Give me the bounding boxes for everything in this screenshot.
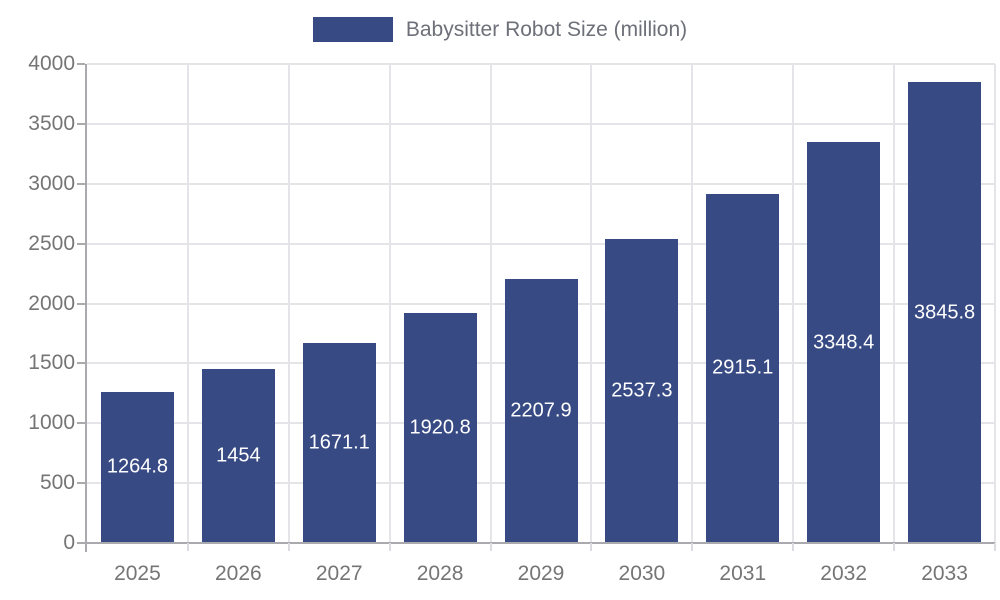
x-axis-tick xyxy=(590,543,593,551)
x-axis-tick-label: 2030 xyxy=(618,562,666,585)
v-gridline xyxy=(489,64,492,543)
x-axis-tick xyxy=(994,543,996,551)
y-axis-tick-label: 4000 xyxy=(28,52,75,75)
x-axis-tick xyxy=(388,543,391,551)
bar-2032[interactable]: 3348.4 xyxy=(807,142,881,543)
x-axis-line xyxy=(87,542,995,544)
h-gridline xyxy=(87,182,995,185)
y-axis-tick-label: 2000 xyxy=(28,291,75,315)
v-gridline xyxy=(691,64,694,543)
y-axis-tick-label: 1000 xyxy=(28,411,75,435)
bar-value-label: 1454 xyxy=(216,444,261,467)
y-axis-tick xyxy=(77,422,85,425)
h-gridline xyxy=(87,242,995,245)
y-axis-tick xyxy=(77,302,85,305)
x-axis-tick-label: 2033 xyxy=(921,562,968,585)
bar-value-label: 3845.8 xyxy=(913,301,976,324)
x-axis-tick-label: 2031 xyxy=(719,562,767,585)
bar-2031[interactable]: 2915.1 xyxy=(706,193,780,543)
bar-value-label: 1920.8 xyxy=(409,416,471,439)
plot-area: 1264.8 1454 1671.1 1920.8 2207.9 2537.3 2915.1… xyxy=(77,63,996,552)
y-axis-tick xyxy=(77,122,85,125)
v-gridline xyxy=(590,64,593,543)
x-axis-tick xyxy=(489,543,492,551)
bar-value-label: 2915.1 xyxy=(712,356,774,379)
x-axis-tick xyxy=(893,543,896,551)
bar-value-label: 2207.9 xyxy=(510,399,572,422)
bar-2033[interactable]: 3845.8 xyxy=(908,82,982,543)
bar-value-label: 3348.4 xyxy=(813,331,875,353)
bar-2025[interactable]: 1264.8 xyxy=(100,391,174,543)
y-axis-tick-label: 0 xyxy=(63,531,75,554)
h-gridline xyxy=(87,122,995,125)
bar-value-label: 1264.8 xyxy=(106,455,169,478)
x-axis-tick xyxy=(792,543,795,551)
y-axis-line xyxy=(85,64,87,552)
y-axis-tick-label: 3000 xyxy=(28,171,75,195)
x-axis-tick-label: 2027 xyxy=(315,562,363,585)
y-axis-tick xyxy=(77,482,85,485)
v-gridline xyxy=(994,64,996,543)
x-axis-tick xyxy=(691,543,694,551)
v-gridline xyxy=(893,64,896,543)
y-axis-tick xyxy=(77,242,85,245)
x-axis-tick-label: 2025 xyxy=(114,562,161,585)
v-gridline xyxy=(792,64,795,543)
v-gridline xyxy=(388,64,391,543)
x-axis-tick-label: 2028 xyxy=(416,562,464,585)
bar-2030[interactable]: 2537.3 xyxy=(605,239,679,543)
bar-value-label: 1671.1 xyxy=(308,431,370,454)
v-gridline xyxy=(287,64,290,543)
y-axis-tick-label: 500 xyxy=(39,471,75,495)
bar-2026[interactable]: 1454 xyxy=(201,368,275,543)
y-axis-tick xyxy=(77,182,85,185)
v-gridline xyxy=(186,64,189,543)
bar-2029[interactable]: 2207.9 xyxy=(504,278,578,543)
x-axis-tick xyxy=(186,543,189,551)
h-gridline xyxy=(87,63,995,65)
x-axis-tick-label: 2032 xyxy=(820,562,868,585)
legend-item[interactable]: Babysitter Robot Size (million) xyxy=(312,17,688,42)
y-axis-tick-label: 3500 xyxy=(28,111,75,135)
legend-swatch xyxy=(312,17,393,42)
legend: Babysitter Robot Size (million) xyxy=(0,17,1000,42)
x-axis-tick-label: 2029 xyxy=(517,562,565,585)
legend-label: Babysitter Robot Size (million) xyxy=(405,17,688,41)
bar-2027[interactable]: 1671.1 xyxy=(302,342,376,543)
y-axis-tick-label: 2500 xyxy=(28,231,75,255)
y-axis-tick xyxy=(77,362,85,365)
bar-value-label: 2537.3 xyxy=(611,379,673,402)
y-axis-tick xyxy=(77,542,85,544)
x-axis-tick xyxy=(287,543,290,551)
x-axis-tick-label: 2026 xyxy=(214,562,262,585)
y-axis-tick-label: 1500 xyxy=(28,351,75,375)
y-axis-tick xyxy=(77,63,85,65)
bar-2028[interactable]: 1920.8 xyxy=(403,312,477,543)
